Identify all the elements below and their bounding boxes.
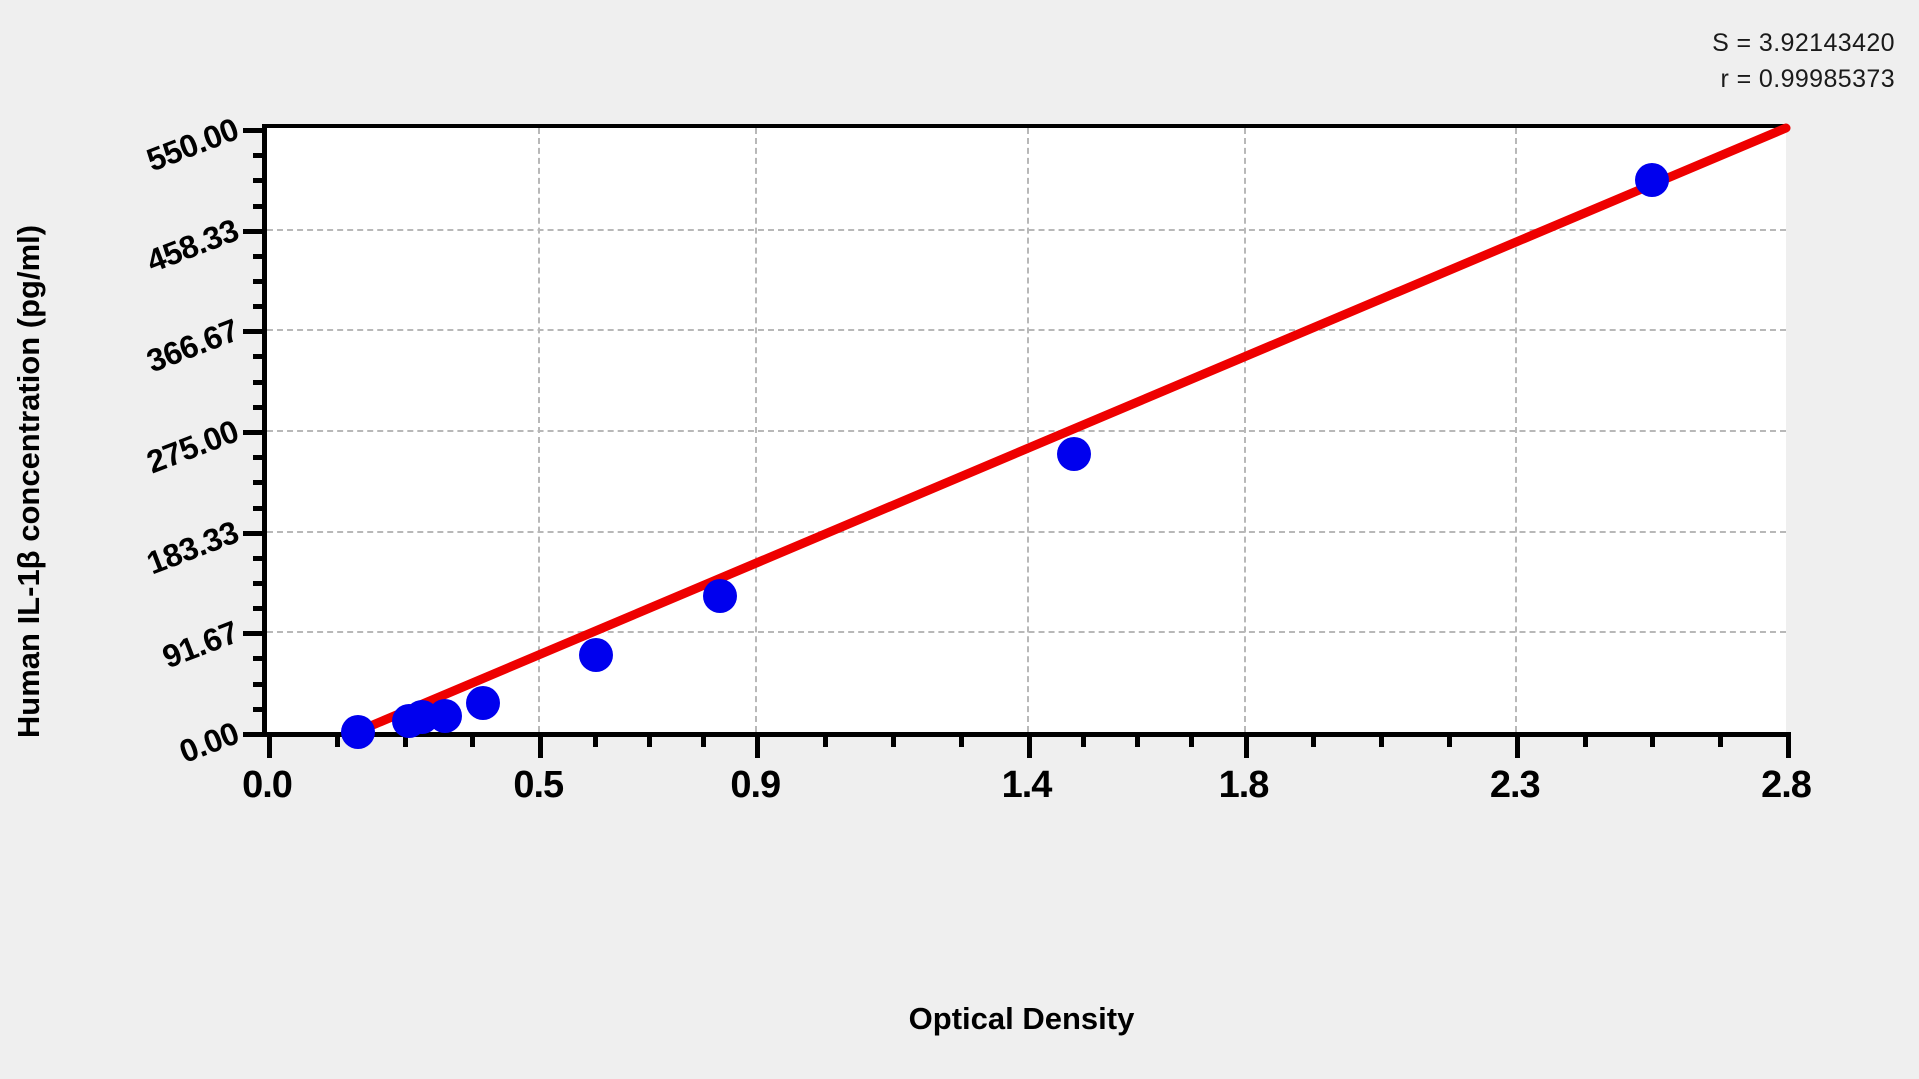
y-axis-tick-label: 366.67 (141, 312, 244, 380)
y-axis-minor-tick (253, 555, 267, 561)
gridline-vertical (1026, 128, 1029, 732)
x-axis-title: Optical Density (262, 1001, 1781, 1037)
x-axis-minor-tick (470, 732, 476, 747)
x-axis-minor-tick (1582, 732, 1588, 747)
x-axis-minor-tick (1311, 732, 1317, 747)
y-axis-minor-tick (253, 480, 267, 486)
y-axis-tick-label: 91.67 (157, 614, 244, 676)
x-axis-tick-label: 0.9 (730, 764, 781, 806)
y-axis-tick (243, 128, 267, 133)
x-axis-tick (1786, 732, 1791, 758)
x-axis-minor-tick (1718, 732, 1724, 747)
stat-s-value: S = 3.92143420 (1712, 29, 1895, 57)
y-axis-minor-tick (253, 505, 267, 511)
x-axis-minor-tick (701, 732, 706, 747)
gridline-vertical (755, 128, 758, 732)
gridline-vertical (538, 128, 541, 732)
y-axis-tick-label: 275.00 (141, 412, 244, 481)
y-axis-tick-label: 0.00 (174, 714, 244, 770)
plot-top-border (262, 124, 1786, 129)
y-axis-minor-tick (253, 279, 267, 284)
statistics-annotation: S = 3.92143420 r = 0.99985373 (1712, 26, 1895, 97)
x-axis-minor-tick (1080, 732, 1086, 747)
y-axis-minor-tick (253, 178, 267, 184)
y-axis-minor-tick (253, 379, 267, 385)
y-axis-tick (243, 329, 267, 335)
y-axis-tick-label: 183.33 (141, 513, 244, 581)
x-axis-minor-tick (334, 732, 340, 747)
x-axis-tick (267, 732, 272, 758)
y-axis-minor-tick (253, 706, 267, 712)
y-axis-minor-tick (253, 404, 267, 410)
y-axis-minor-tick (253, 354, 267, 360)
x-axis-minor-tick (823, 732, 829, 747)
x-axis-minor-tick (646, 732, 652, 747)
gridline-vertical (1243, 128, 1246, 732)
y-axis-minor-tick (253, 681, 267, 687)
x-axis-tick-label: 2.8 (1761, 764, 1812, 806)
y-axis-title-text: Human IL-1β concentration (pg/ml) (11, 224, 46, 739)
y-axis-minor-tick (253, 606, 267, 612)
y-axis-minor-tick (253, 203, 267, 209)
y-axis-tick (243, 631, 267, 637)
x-axis-tick-label: 1.8 (1218, 764, 1270, 806)
x-axis-minor-tick (1135, 732, 1140, 747)
x-axis-tick (755, 732, 761, 758)
x-axis-minor-tick (402, 732, 408, 747)
y-axis-tick (243, 530, 267, 536)
x-axis-tick (538, 732, 544, 758)
regression-line (346, 123, 1791, 739)
y-axis-minor-tick (253, 581, 267, 586)
x-axis-title-text: Optical Density (908, 1001, 1135, 1036)
x-axis-tick (1026, 732, 1032, 758)
y-axis-title: Human IL-1β concentration (pg/ml) (0, 0, 58, 1079)
y-axis-tick (243, 430, 267, 435)
y-axis-minor-tick (253, 455, 267, 461)
x-axis-minor-tick (1650, 732, 1656, 747)
y-axis-tick-label: 550.00 (141, 110, 244, 179)
x-axis-tick-label: 2.3 (1489, 764, 1541, 806)
y-axis-minor-tick (253, 656, 267, 662)
x-axis-tick-label: 1.4 (1001, 764, 1053, 806)
y-axis-tick-label: 458.33 (141, 211, 244, 279)
x-axis-minor-tick (890, 732, 896, 747)
x-axis-tick-label: 0.0 (242, 764, 293, 806)
x-axis-minor-tick (1189, 732, 1195, 747)
gridline-vertical (1514, 128, 1517, 732)
x-axis-tick-label: 0.5 (513, 764, 564, 806)
y-axis-minor-tick (253, 253, 267, 259)
plot-area: 0.00 91.67 183.33 275.00 366.67 458.33 550.00 0… (142, 111, 1812, 806)
x-axis-minor-tick (1446, 732, 1452, 747)
x-axis-tick (1243, 732, 1249, 758)
x-axis-tick (1514, 732, 1520, 758)
x-axis-minor-tick (1379, 732, 1385, 747)
y-axis-tick (243, 732, 267, 737)
y-axis-tick (243, 228, 267, 234)
stat-r-value: r = 0.99985373 (1720, 64, 1895, 93)
x-axis-minor-tick (958, 732, 964, 747)
y-axis-minor-tick (253, 304, 267, 310)
y-axis-minor-tick (253, 153, 267, 159)
x-axis-minor-tick (592, 732, 598, 747)
